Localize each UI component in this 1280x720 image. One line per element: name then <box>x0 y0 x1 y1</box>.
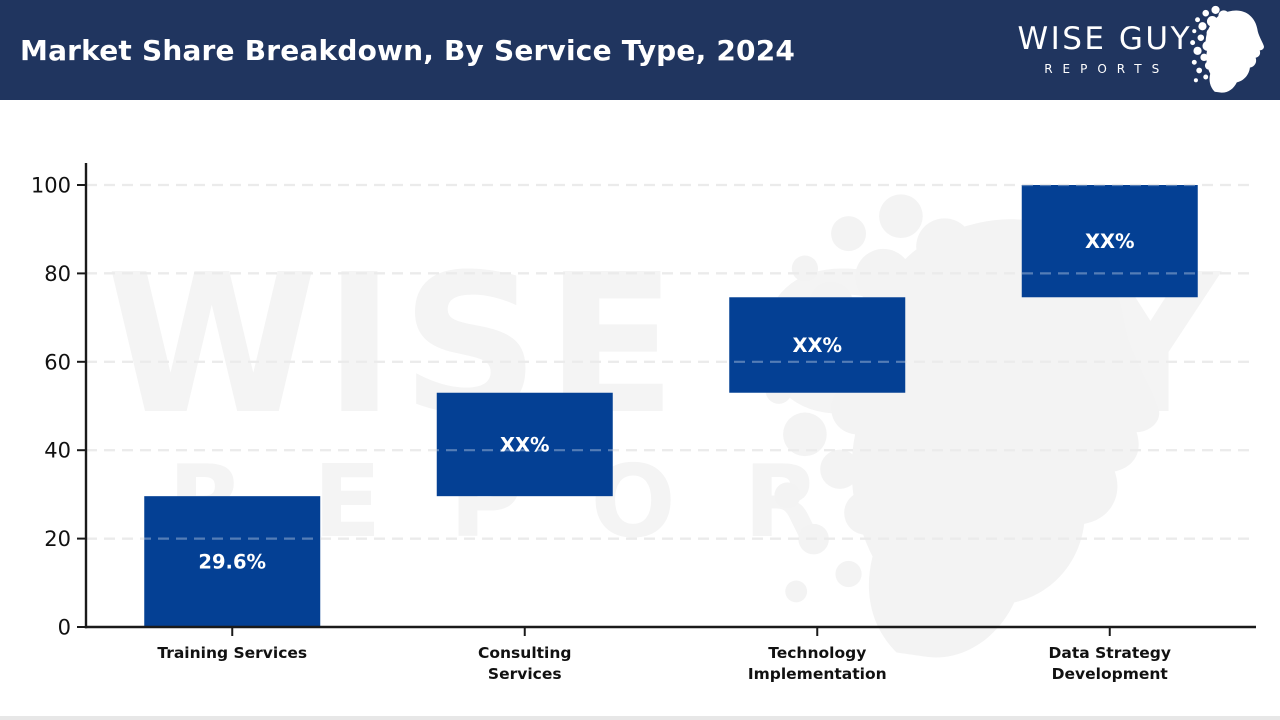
x-category-label: Development <box>1052 665 1169 683</box>
logo-wordmark-line2: REPORTS <box>1044 62 1170 76</box>
x-category-label: Services <box>488 665 562 683</box>
wiseguy-logo: WISE GUY REPORTS <box>1017 5 1268 95</box>
x-category-label: Consulting <box>478 644 571 662</box>
bar-segment <box>144 496 321 627</box>
y-tick-label: 100 <box>31 174 71 198</box>
header-bar: Market Share Breakdown, By Service Type,… <box>0 0 1280 100</box>
bar-segment <box>729 297 906 393</box>
bar-value-label: 29.6% <box>198 551 266 574</box>
footer-strip <box>0 716 1280 720</box>
bar-value-label: XX% <box>500 433 550 456</box>
logo-wordmark-line1: WISE GUY <box>1017 21 1192 57</box>
x-category-label: Implementation <box>748 665 887 683</box>
x-category-label: Data Strategy <box>1049 644 1171 662</box>
y-tick-label: 40 <box>44 439 71 463</box>
bar-value-label: XX% <box>792 334 842 357</box>
x-category-label: Training Services <box>157 644 307 662</box>
bar-segment <box>1021 185 1198 298</box>
logo-head-icon <box>1190 5 1264 93</box>
y-tick-label: 80 <box>44 262 71 286</box>
logo-wordmark: WISE GUY REPORTS <box>1017 21 1192 77</box>
waterfall-chart: 29.6% XX% XX% XX% 0 20 40 60 80 100 Training Servi… <box>31 163 1256 683</box>
y-tick-label: 60 <box>44 350 71 374</box>
page-title: Market Share Breakdown, By Service Type,… <box>20 33 796 67</box>
bar-value-label: XX% <box>1085 230 1135 253</box>
y-tick-label: 20 <box>44 527 71 551</box>
bar-segment <box>436 392 613 497</box>
x-category-label: Technology <box>768 644 866 662</box>
y-tick-label: 0 <box>58 616 71 640</box>
